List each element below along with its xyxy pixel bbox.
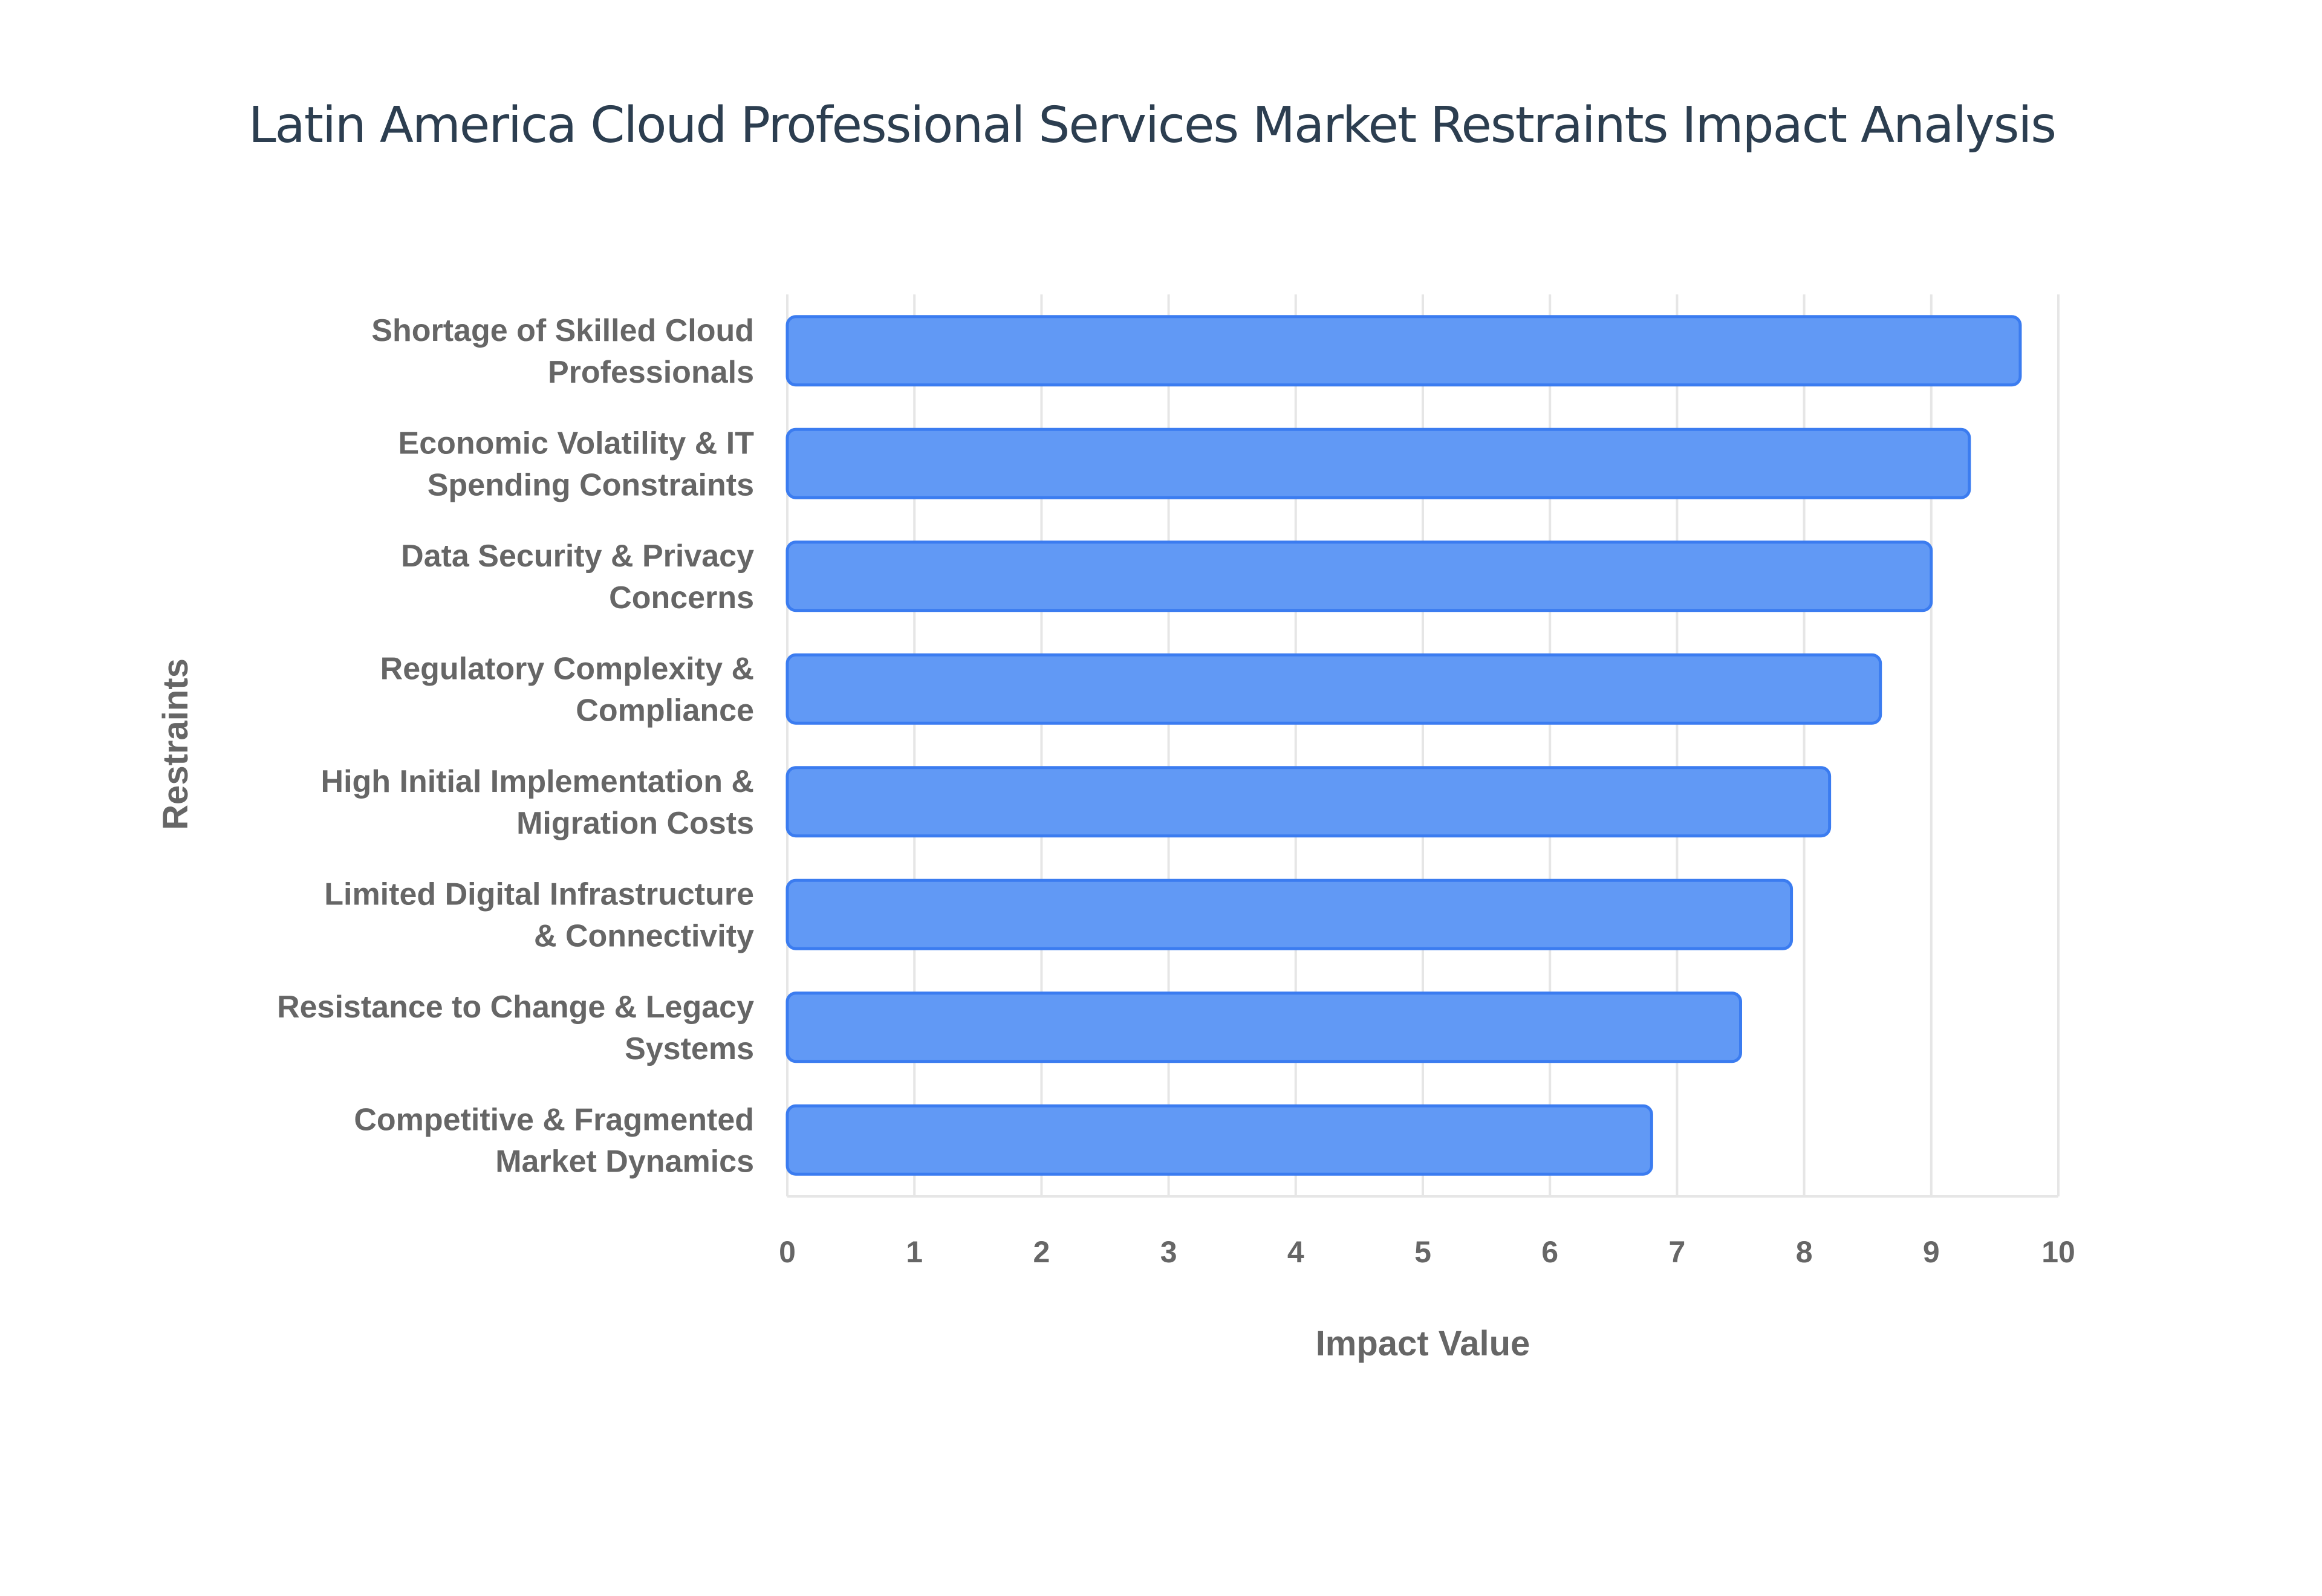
x-tick-label: 9	[1923, 1235, 1940, 1269]
y-axis-title: Restraints	[156, 658, 195, 830]
category-label-line: Spending Constraints	[428, 467, 754, 502]
category-label: Resistance to Change & Legacy Systems	[277, 990, 754, 1066]
x-tick-label: 6	[1541, 1235, 1558, 1269]
x-axis-title: Impact Value	[1316, 1324, 1530, 1363]
category-label: Regulatory Complexity & Compliance	[380, 651, 754, 728]
category-label: High Initial Implementation & Migration C…	[321, 764, 754, 841]
category-label-line: Economic Volatility & IT	[398, 426, 755, 461]
category-label: Economic Volatility & IT Spending Constra…	[398, 426, 755, 502]
category-label-line: & Connectivity	[534, 918, 754, 953]
category-label-line: Concerns	[609, 580, 754, 615]
category-label-line: Competitive & Fragmented	[354, 1102, 754, 1137]
bar	[785, 427, 1971, 499]
category-label: Limited Digital Infrastructure & Connecti…	[324, 877, 754, 953]
category-label: Data Security & Privacy Concerns	[401, 539, 754, 615]
x-tick-label: 0	[779, 1235, 796, 1269]
category-label-line: Limited Digital Infrastructure	[324, 877, 754, 912]
category-label-line: Professionals	[548, 355, 754, 390]
bar	[785, 766, 1832, 838]
x-tick-label: 10	[2041, 1235, 2075, 1269]
x-tick-label: 5	[1414, 1235, 1431, 1269]
bar	[785, 315, 2022, 387]
x-tick-label: 7	[1668, 1235, 1685, 1269]
category-label-line: Market Dynamics	[495, 1144, 754, 1179]
category-label-line: Systems	[625, 1031, 754, 1066]
category-label: Shortage of Skilled Cloud Professionals	[371, 313, 754, 390]
x-tick-label: 8	[1796, 1235, 1813, 1269]
category-label: Competitive & Fragmented Market Dynamics	[354, 1102, 754, 1179]
x-tick-label: 4	[1287, 1235, 1304, 1269]
category-label-line: Regulatory Complexity &	[380, 651, 754, 686]
category-label-line: High Initial Implementation &	[321, 764, 754, 799]
chart-title: Latin America Cloud Professional Service…	[249, 97, 2057, 154]
bar	[785, 540, 1933, 612]
x-tick-label: 3	[1160, 1235, 1177, 1269]
category-labels: Shortage of Skilled Cloud Professionals Ec…	[277, 313, 754, 1179]
bars	[785, 315, 2022, 1176]
category-label-line: Compliance	[576, 693, 754, 728]
x-tick-labels: 0 1 2 3 4 5 6 7 8 9 10	[779, 1235, 2075, 1269]
bar	[785, 653, 1882, 725]
category-label-line: Resistance to Change & Legacy	[277, 990, 754, 1025]
bar	[785, 1104, 1653, 1176]
bar	[785, 878, 1794, 950]
x-tick-label: 1	[906, 1235, 923, 1269]
category-label-line: Data Security & Privacy	[401, 539, 754, 574]
category-label-line: Shortage of Skilled Cloud	[371, 313, 754, 348]
x-tick-label: 2	[1033, 1235, 1050, 1269]
bar	[785, 991, 1742, 1063]
category-label-line: Migration Costs	[516, 806, 754, 841]
